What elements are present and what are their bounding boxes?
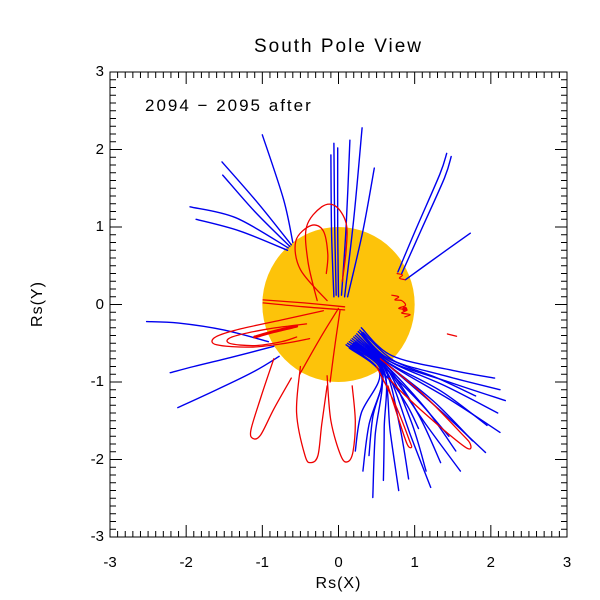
field-line bbox=[189, 206, 289, 249]
field-line bbox=[262, 302, 346, 311]
y-tick-label: 1 bbox=[95, 218, 104, 235]
field-line bbox=[360, 327, 496, 379]
x-axis-label: Rs(X) bbox=[315, 575, 362, 592]
field-line bbox=[211, 310, 324, 348]
field-line bbox=[262, 299, 346, 308]
field-line bbox=[226, 323, 308, 347]
x-tick-label: -2 bbox=[179, 554, 193, 571]
field-line bbox=[357, 330, 506, 402]
field-line bbox=[253, 324, 299, 339]
x-tick-label: 0 bbox=[334, 554, 343, 571]
field-line bbox=[333, 142, 337, 296]
field-line bbox=[446, 333, 458, 337]
field-line bbox=[249, 358, 292, 440]
field-line bbox=[145, 320, 270, 343]
field-line bbox=[295, 365, 328, 464]
field-line bbox=[396, 272, 406, 281]
field-line bbox=[329, 310, 341, 383]
field-line bbox=[221, 161, 292, 246]
field-line bbox=[379, 358, 472, 450]
y-tick-label: 0 bbox=[95, 295, 104, 313]
field-line bbox=[359, 329, 501, 391]
field-line bbox=[343, 127, 363, 298]
field-line bbox=[357, 337, 487, 454]
field-line bbox=[362, 331, 477, 397]
field-line bbox=[330, 154, 335, 298]
x-tick-label: 2 bbox=[486, 554, 495, 571]
field-line bbox=[375, 365, 413, 449]
sun-disk bbox=[262, 227, 415, 382]
x-tick-label: -1 bbox=[255, 554, 269, 571]
y-tick-label: -1 bbox=[90, 373, 104, 390]
field-line-blob bbox=[402, 306, 408, 312]
field-line bbox=[304, 203, 348, 302]
annotation-year-range: 2094 − 2095 after bbox=[145, 96, 313, 115]
field-line bbox=[401, 155, 452, 275]
y-axis-label: Rs(Y) bbox=[29, 281, 46, 327]
field-line bbox=[404, 232, 471, 281]
field-line bbox=[348, 341, 400, 492]
field-line bbox=[222, 174, 291, 248]
field-line bbox=[346, 167, 375, 298]
field-line bbox=[351, 344, 388, 482]
field-line bbox=[391, 294, 411, 318]
field-line bbox=[348, 347, 383, 457]
y-tick-label: 3 bbox=[95, 63, 104, 80]
field-line bbox=[356, 339, 442, 464]
field-line bbox=[169, 345, 275, 374]
field-line bbox=[299, 307, 340, 375]
field-line bbox=[195, 218, 289, 251]
field-line bbox=[336, 147, 340, 298]
field-line bbox=[353, 346, 420, 430]
x-tick-label: -3 bbox=[103, 554, 117, 571]
field-line bbox=[356, 342, 450, 437]
plot-title: South Pole View bbox=[253, 36, 424, 57]
field-line bbox=[177, 355, 280, 409]
y-tick-label: -2 bbox=[90, 450, 104, 468]
field-line bbox=[326, 375, 356, 463]
field-line bbox=[360, 333, 499, 414]
x-tick-label: 3 bbox=[562, 554, 572, 571]
field-line bbox=[261, 134, 294, 244]
field-line bbox=[359, 336, 501, 434]
field-line bbox=[346, 342, 384, 499]
field-line bbox=[397, 152, 448, 273]
x-tick-label: 1 bbox=[410, 554, 419, 571]
y-tick-label: 2 bbox=[95, 140, 104, 158]
field-line bbox=[294, 224, 329, 302]
y-tick-label: -3 bbox=[90, 528, 104, 545]
